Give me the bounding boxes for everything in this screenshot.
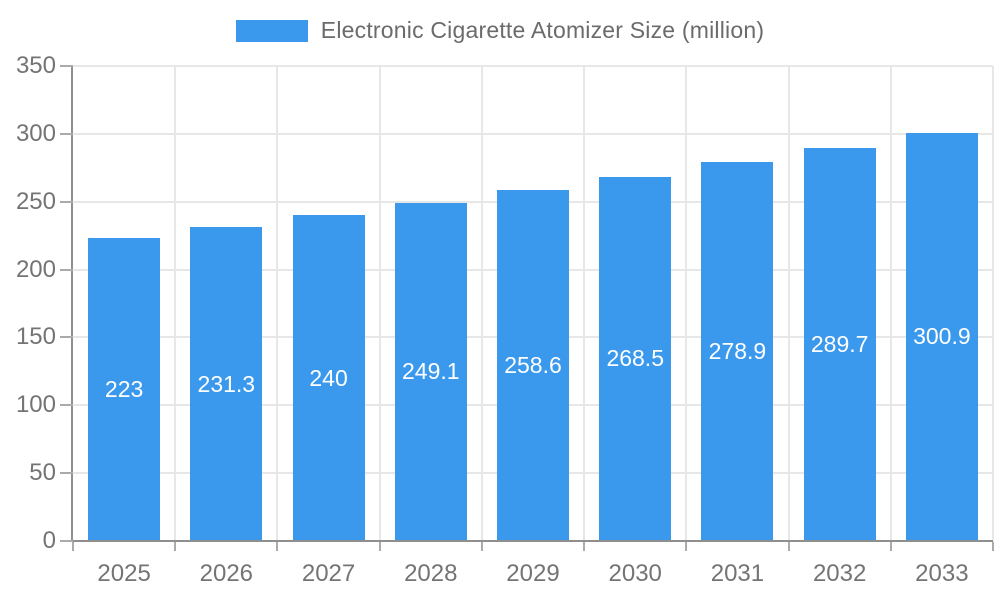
y-tick <box>60 65 73 67</box>
x-axis-label: 2032 <box>812 560 867 587</box>
y-axis-line <box>71 66 73 541</box>
y-tick <box>60 472 73 475</box>
x-tick <box>992 542 994 551</box>
legend-item[interactable]: Electronic Cigarette Atomizer Size (mill… <box>0 17 1000 44</box>
y-axis-label: 250 <box>15 187 56 215</box>
bar[interactable]: 300.9 <box>905 132 978 541</box>
bar[interactable]: 289.7 <box>803 147 876 541</box>
y-axis-label: 150 <box>15 323 56 351</box>
bar[interactable]: 258.6 <box>497 190 569 541</box>
bar-value-label: 289.7 <box>810 330 869 357</box>
v-gridline <box>583 66 586 541</box>
bar-value-label: 268.5 <box>606 345 664 372</box>
y-tick <box>60 132 73 135</box>
x-tick <box>72 542 74 551</box>
x-axis-label: 2028 <box>404 560 458 587</box>
x-tick <box>174 542 177 551</box>
v-gridline <box>480 66 483 541</box>
x-tick <box>583 542 586 551</box>
v-gridline <box>174 66 177 541</box>
v-gridline <box>889 66 892 541</box>
y-tick <box>60 336 73 339</box>
y-tick <box>60 404 73 407</box>
y-tick <box>60 200 73 203</box>
bar-value-label: 249.1 <box>401 358 460 385</box>
y-tick <box>60 540 73 542</box>
bar-value-label: 300.9 <box>913 323 971 350</box>
v-gridline <box>378 66 381 541</box>
y-tick <box>60 268 73 271</box>
y-axis-label: 200 <box>15 255 56 283</box>
x-tick <box>787 542 790 551</box>
x-axis-label: 2031 <box>710 560 765 587</box>
bar[interactable]: 268.5 <box>599 176 672 541</box>
x-axis-label: 2025 <box>97 560 151 587</box>
x-tick <box>378 542 381 551</box>
v-gridline <box>992 66 994 541</box>
x-tick <box>480 542 483 551</box>
bar[interactable]: 249.1 <box>394 202 467 541</box>
legend-label: Electronic Cigarette Atomizer Size (mill… <box>320 17 765 43</box>
x-axis-label: 2027 <box>301 560 356 587</box>
x-tick <box>685 542 688 551</box>
bar[interactable]: 278.9 <box>701 162 774 541</box>
x-axis-label: 2030 <box>608 560 662 587</box>
y-axis-label: 100 <box>15 391 56 419</box>
x-axis-label: 2029 <box>506 560 560 587</box>
x-tick <box>889 542 892 551</box>
bar-value-label: 258.6 <box>504 352 562 378</box>
v-gridline <box>685 66 688 541</box>
x-axis-label: 2033 <box>915 560 969 587</box>
y-axis-label: 350 <box>15 52 56 79</box>
y-axis-label: 0 <box>42 527 56 554</box>
v-gridline <box>276 66 279 541</box>
bar[interactable]: 231.3 <box>190 227 263 541</box>
bar-value-label: 231.3 <box>197 370 256 397</box>
bar-value-label: 278.9 <box>708 338 767 365</box>
h-gridline <box>73 65 993 67</box>
x-tick <box>276 542 279 551</box>
y-axis-label: 300 <box>15 119 56 147</box>
x-axis-line <box>71 540 993 542</box>
bar[interactable]: 240 <box>292 215 365 541</box>
bar[interactable]: 223 <box>88 238 161 541</box>
x-axis-label: 2026 <box>199 560 254 587</box>
bar-value-label: 223 <box>104 376 144 403</box>
v-gridline <box>787 66 790 541</box>
bar-value-label: 240 <box>309 364 348 391</box>
h-gridline <box>73 132 993 135</box>
y-axis-label: 50 <box>29 459 56 487</box>
legend-swatch-icon <box>235 19 308 42</box>
